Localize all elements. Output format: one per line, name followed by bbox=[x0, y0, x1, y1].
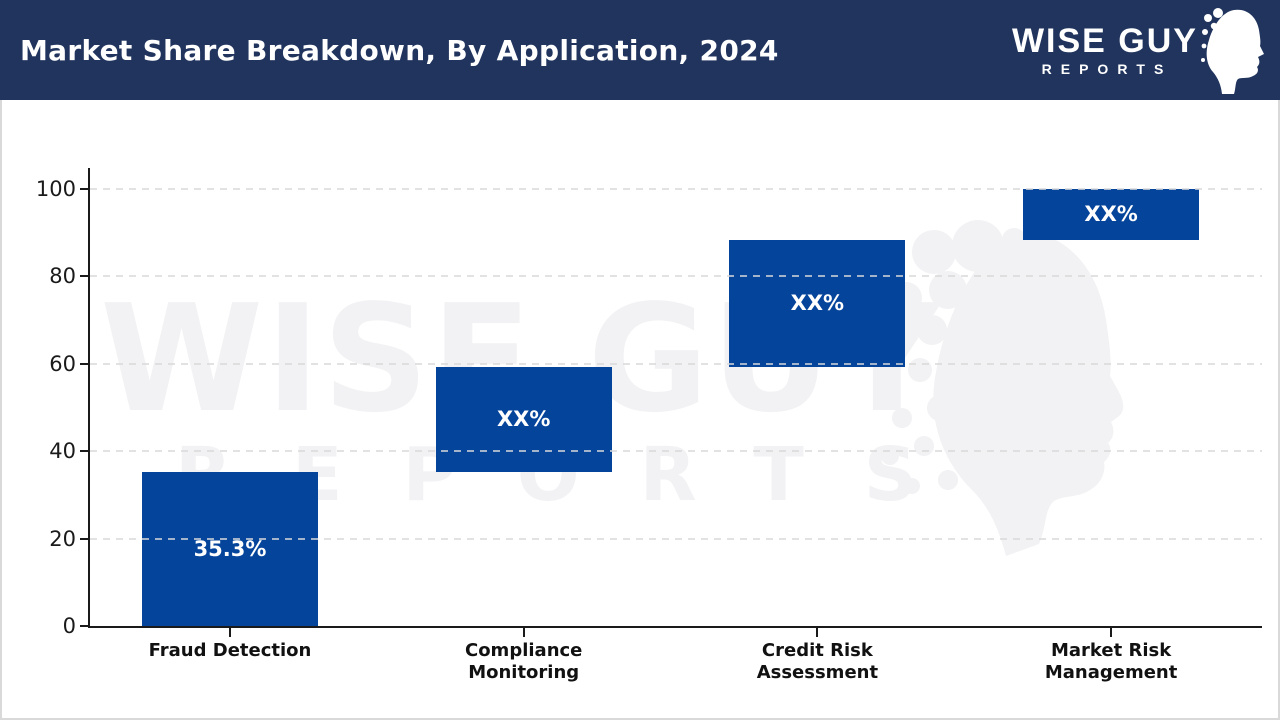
x-category-label-market-risk-management: Market Risk Management bbox=[1044, 640, 1178, 683]
plot-area: 35.3% XX% XX% XX% bbox=[90, 170, 1262, 626]
bar-value-label-market-risk-management: XX% bbox=[1084, 202, 1138, 227]
y-tick-60 bbox=[80, 362, 88, 365]
header-bar: Market Share Breakdown, By Application, … bbox=[0, 0, 1280, 100]
y-tick-80 bbox=[80, 275, 88, 277]
logo-wordmark: WISE GUY bbox=[1011, 21, 1198, 60]
x-tick-fraud-detection bbox=[229, 628, 231, 637]
y-axis-line bbox=[88, 168, 90, 628]
gridline-80 bbox=[90, 275, 1262, 277]
y-tick-label-100: 100 bbox=[35, 176, 76, 201]
y-tick-0 bbox=[80, 625, 88, 627]
chart-canvas: WISE GUY REPORTS 0 20 40 60 80 100 35.3% XX% XX… bbox=[0, 100, 1280, 720]
y-tick-100 bbox=[80, 187, 88, 190]
wiseguy-logo-text: WISE GUY REPORTS bbox=[1012, 24, 1198, 77]
x-tick-credit-risk-assessment bbox=[816, 628, 819, 637]
gridline-100 bbox=[90, 187, 1262, 190]
y-tick-label-20: 20 bbox=[49, 526, 76, 551]
logo-subtitle: REPORTS bbox=[1041, 60, 1173, 77]
y-tick-label-40: 40 bbox=[49, 439, 76, 463]
x-tick-market-risk-management bbox=[1110, 628, 1113, 637]
bar-market-risk-management: XX% bbox=[1023, 188, 1200, 240]
bar-compliance-monitoring: XX% bbox=[435, 366, 612, 472]
gridline-60 bbox=[90, 362, 1262, 365]
bar-fraud-detection: 35.3% bbox=[142, 471, 318, 626]
page-title: Market Share Breakdown, By Application, … bbox=[20, 33, 779, 67]
x-tick-compliance-monitoring bbox=[522, 628, 525, 637]
y-tick-20 bbox=[80, 537, 88, 540]
bar-credit-risk-assessment: XX% bbox=[729, 239, 906, 367]
y-tick-label-0: 0 bbox=[62, 614, 76, 638]
bar-value-label-compliance-monitoring: XX% bbox=[496, 407, 551, 432]
gridline-20 bbox=[90, 537, 1262, 540]
y-tick-label-60: 60 bbox=[49, 351, 76, 376]
gridline-40 bbox=[90, 450, 1262, 452]
y-tick-40 bbox=[80, 450, 88, 452]
wiseguy-logo: WISE GUY REPORTS bbox=[1012, 6, 1266, 94]
bar-value-label-fraud-detection: 35.3% bbox=[193, 536, 267, 561]
y-tick-label-80: 80 bbox=[49, 264, 76, 288]
x-category-label-credit-risk-assessment: Credit Risk Assessment bbox=[756, 640, 879, 683]
wiseguy-face-icon bbox=[1201, 8, 1264, 94]
bar-value-label-credit-risk-assessment: XX% bbox=[790, 291, 845, 316]
x-axis-line bbox=[88, 626, 1262, 628]
x-category-label-fraud-detection: Fraud Detection bbox=[148, 640, 312, 661]
x-category-label-compliance-monitoring: Compliance Monitoring bbox=[464, 640, 583, 683]
